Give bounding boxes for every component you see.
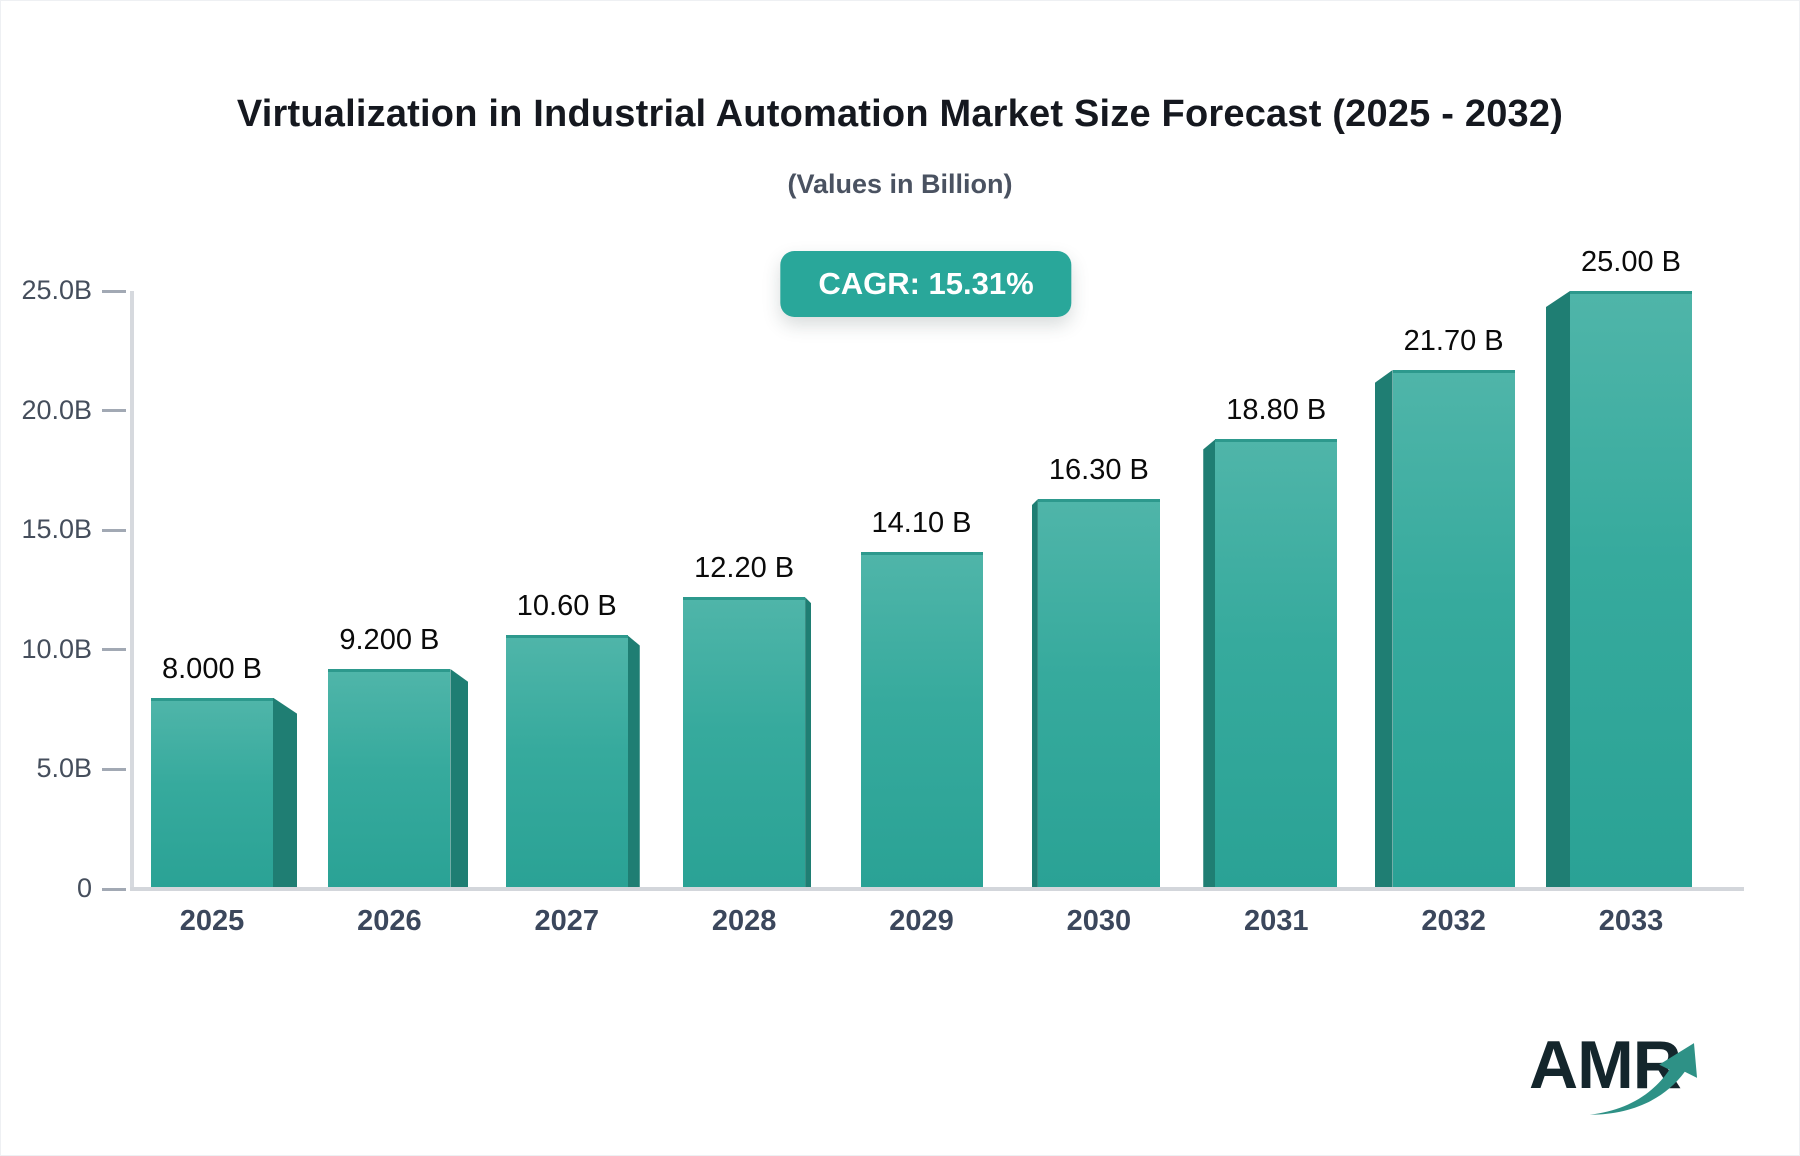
y-tick-mark [102,648,126,652]
y-tick-mark [102,528,126,532]
bar-2028 [683,597,806,889]
x-axis-label-2031: 2031 [1243,905,1309,937]
bar-2033 [1570,291,1692,889]
x-axis-label-2032: 2032 [1421,905,1486,937]
bar-3d-side [450,668,469,889]
x-axis-label-2028: 2028 [711,905,777,937]
bar-2029 [860,551,983,889]
y-tick-label: 15.0B [21,514,92,545]
y-tick-label: 20.0B [21,394,92,425]
bar-2030 [1037,499,1160,889]
y-tick-label: 5.0B [36,753,92,784]
bar-3d-side [1546,291,1570,889]
growth-arrow-icon [1589,1043,1698,1115]
bar-3d-side [273,697,297,889]
bar-value-label: 16.30 B [1048,454,1149,487]
plot-area: 25.0B 20.0B 15.0B 10.0B 5.0B 0 8.000 B 2025 9.20… [21,246,1744,937]
x-axis-label-2029: 2029 [889,905,954,937]
bar-value-label: 9.200 B [339,623,440,656]
bar-2026 [328,668,451,889]
bar-value-label: 14.10 B [871,506,972,539]
chart-title: Virtualization in Industrial Automation … [236,93,1564,135]
y-tick-mark [102,887,126,891]
x-axis-label-2033: 2033 [1598,905,1664,937]
bar-3d-side [627,635,640,889]
bar-3d-side [1374,369,1393,889]
chart-subtitle: (Values in Billion) [787,169,1013,199]
bar-2032 [1392,369,1515,889]
cagr-badge: CAGR: 15.31% [780,251,1072,317]
y-tick-label: 10.0B [21,633,92,664]
bar-3d-side [1203,439,1216,889]
x-axis-label-2026: 2026 [357,905,422,937]
y-tick-label: 25.0B [21,275,92,305]
bar-value-label: 21.70 B [1403,324,1504,357]
growth-arrow-path [1589,1043,1698,1115]
x-axis-label-2025: 2025 [179,905,245,937]
amr-logo: AMR [1529,1031,1729,1121]
bar-3d-side [805,597,812,889]
bar-2025 [151,697,273,889]
x-axis-label-2030: 2030 [1066,905,1132,937]
y-tick-mark [102,767,126,771]
x-axis-line [130,887,1744,891]
bar-2027 [505,635,628,889]
y-tick-mark [102,409,126,413]
bar-3d-side [1031,499,1038,889]
y-tick-mark [102,289,126,293]
bar-value-label: 25.00 B [1581,246,1681,278]
y-axis-line [130,291,134,891]
bar-value-label: 12.20 B [694,552,795,585]
bar-value-label: 10.60 B [516,590,617,623]
y-tick-label: 0 [76,873,92,903]
x-axis-label-2027: 2027 [534,905,599,937]
bar-value-label: 18.80 B [1226,394,1327,427]
bar-value-label: 8.000 B [162,652,262,685]
bar-2031 [1215,439,1338,889]
